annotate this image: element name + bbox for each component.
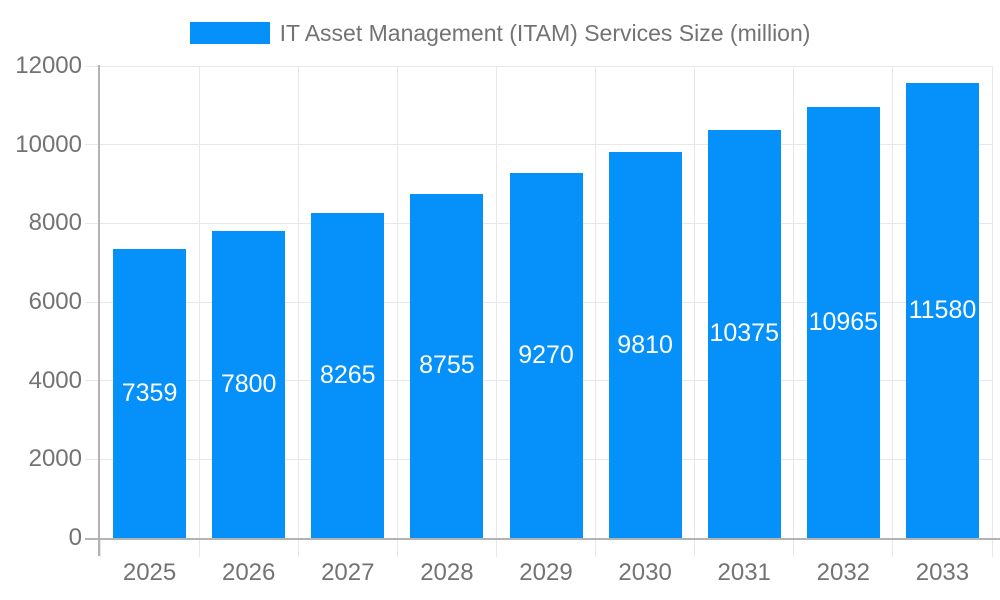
- x-axis-tick: [991, 538, 993, 557]
- bar: 10965: [806, 106, 880, 538]
- grid-line-vertical: [198, 66, 200, 538]
- bar-value-label: 10375: [709, 319, 779, 348]
- y-axis-tick: [85, 65, 100, 67]
- x-axis-tick: [694, 538, 696, 557]
- grid-line-horizontal: [100, 144, 992, 146]
- grid-line-vertical: [793, 66, 795, 538]
- bar-value-label: 7359: [121, 378, 178, 407]
- grid-line-vertical: [595, 66, 597, 538]
- bar: 11580: [905, 82, 979, 538]
- y-axis-tick: [85, 380, 100, 382]
- x-axis-tick: [793, 538, 795, 557]
- grid-line-vertical: [991, 66, 993, 538]
- bar-value-label: 9810: [617, 330, 673, 359]
- y-axis-tick-label: 0: [68, 524, 82, 551]
- x-axis-line: [85, 538, 1000, 540]
- bar: 7800: [212, 231, 286, 538]
- x-axis-tick-label: 2031: [717, 559, 771, 586]
- bar-value-label: 11580: [908, 295, 977, 324]
- y-axis-tick-label: 4000: [28, 366, 82, 394]
- x-axis-tick-label: 2030: [618, 559, 672, 586]
- x-axis-tick: [99, 538, 101, 557]
- legend-swatch-icon: [189, 22, 270, 44]
- x-axis-tick: [892, 538, 894, 557]
- y-axis-tick: [85, 458, 100, 460]
- bar: 10375: [707, 129, 781, 538]
- bar: 9810: [608, 152, 682, 538]
- grid-line-vertical: [495, 66, 497, 538]
- grid-line-vertical: [297, 66, 299, 538]
- y-axis-line: [98, 65, 100, 556]
- bar-value-label: 8755: [419, 351, 475, 380]
- bar: 8265: [311, 212, 385, 538]
- x-axis-tick-label: 2033: [915, 559, 970, 586]
- y-axis-tick: [85, 144, 100, 146]
- y-axis-tick-label: 12000: [15, 52, 82, 79]
- y-axis-tick-label: 8000: [28, 209, 82, 237]
- y-axis-tick-label: 10000: [15, 130, 82, 158]
- y-axis-tick-label: 6000: [28, 288, 82, 315]
- x-axis-tick-label: 2027: [321, 559, 375, 586]
- y-axis-tick-label: 2000: [28, 445, 82, 473]
- x-axis-tick-label: 2026: [221, 559, 276, 586]
- bar-value-label: 8265: [319, 360, 376, 389]
- grid-line-vertical: [892, 66, 894, 538]
- x-axis-tick-label: 2028: [420, 559, 474, 586]
- legend-label: IT Asset Management (ITAM) Services Size…: [279, 20, 811, 46]
- bar-value-label: 9270: [518, 341, 574, 370]
- x-axis-tick: [595, 538, 597, 557]
- x-axis-tick: [297, 538, 299, 557]
- grid-line-vertical: [694, 66, 696, 538]
- bar: 7359: [113, 248, 187, 538]
- y-axis-tick: [85, 301, 100, 303]
- x-axis-tick-label: 2032: [816, 559, 871, 586]
- y-axis-tick: [85, 222, 100, 224]
- legend[interactable]: IT Asset Management (ITAM) Services Size…: [0, 21, 1000, 45]
- bar: 8755: [410, 193, 484, 538]
- x-axis-tick: [396, 538, 398, 557]
- x-axis-tick-label: 2029: [519, 559, 573, 586]
- bar-value-label: 7800: [220, 370, 277, 399]
- grid-line-horizontal: [100, 65, 992, 67]
- bar-value-label: 10965: [808, 307, 879, 336]
- x-axis-tick-label: 2025: [122, 559, 177, 586]
- x-axis-tick: [198, 538, 200, 557]
- x-axis-tick: [495, 538, 497, 557]
- bar: 9270: [509, 173, 583, 538]
- grid-line-vertical: [396, 66, 398, 538]
